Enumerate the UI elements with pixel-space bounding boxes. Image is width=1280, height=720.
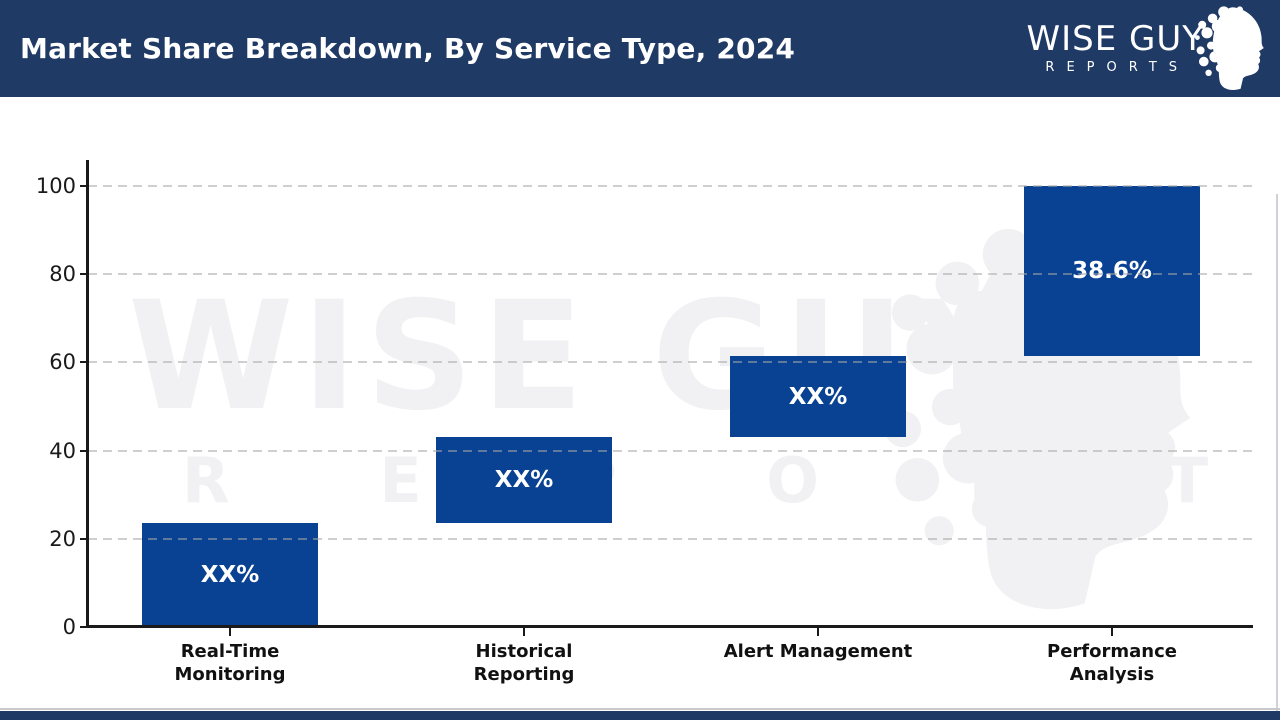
bar-value-label-alert-management: XX% — [788, 383, 848, 410]
chart-area: WISE GUY R E P O R T S XX%XX%XX%38.6% 02… — [0, 97, 1280, 720]
bar-real-time-monitoring: XX% — [142, 523, 318, 627]
y-tick-100 — [80, 185, 88, 187]
bar-value-label-performance-analysis: 38.6% — [1072, 258, 1152, 285]
x-tick-real-time-monitoring — [229, 628, 231, 636]
logo-wordmark: WISE GUY — [1026, 18, 1204, 59]
bar-alert-management: XX% — [730, 356, 906, 438]
x-category-label-line: Alert Management — [723, 641, 913, 662]
bar-performance-analysis: 38.6% — [1024, 186, 1200, 357]
logo-text: WISE GUY REPORTS — [1026, 22, 1204, 75]
x-category-label-line: Real-Time — [180, 641, 280, 662]
y-tick-20 — [80, 537, 88, 540]
logo-subtext: REPORTS — [1045, 59, 1190, 75]
y-tick-label-40: 40 — [49, 438, 76, 463]
y-tick-label-0: 0 — [62, 615, 76, 639]
y-tick-80 — [80, 273, 88, 276]
header-bar: Market Share Breakdown, By Service Type,… — [0, 0, 1280, 97]
bar-historical-reporting: XX% — [436, 437, 612, 524]
y-tick-40 — [80, 449, 88, 452]
footer-bar — [0, 711, 1280, 720]
y-tick-label-100: 100 — [35, 174, 76, 198]
x-category-label-alert-management: Alert Management — [693, 640, 943, 663]
y-tick-label-20: 20 — [49, 526, 76, 551]
y-tick-60 — [80, 361, 88, 364]
x-category-label-real-time-monitoring: Real-Time Monitoring — [105, 640, 355, 686]
footer-rule — [0, 708, 1280, 710]
bar-value-label-historical-reporting: XX% — [494, 467, 554, 494]
x-category-label-line: Analysis — [1069, 664, 1155, 685]
x-category-label-historical-reporting: Historical Reporting — [399, 640, 649, 686]
page-title: Market Share Breakdown, By Service Type,… — [20, 32, 796, 65]
x-axis-line — [86, 625, 1253, 628]
x-category-label-line: Monitoring — [174, 664, 286, 685]
y-axis-line — [86, 160, 89, 628]
y-tick-label-80: 80 — [49, 262, 76, 287]
wise-guy-reports-logo: WISE GUY REPORTS — [1026, 4, 1272, 92]
y-tick-0 — [80, 626, 88, 628]
x-tick-historical-reporting — [523, 628, 525, 636]
x-tick-alert-management — [817, 628, 819, 636]
x-category-label-performance-analysis: Performance Analysis — [987, 640, 1237, 686]
x-category-label-line: Performance — [1047, 641, 1177, 662]
x-tick-performance-analysis — [1111, 628, 1113, 636]
plot-right-border — [1276, 194, 1278, 720]
x-category-label-line: Reporting — [473, 664, 575, 685]
bar-value-label-real-time-monitoring: XX% — [200, 562, 260, 589]
y-tick-label-60: 60 — [49, 350, 76, 375]
x-category-label-line: Historical — [475, 641, 573, 662]
